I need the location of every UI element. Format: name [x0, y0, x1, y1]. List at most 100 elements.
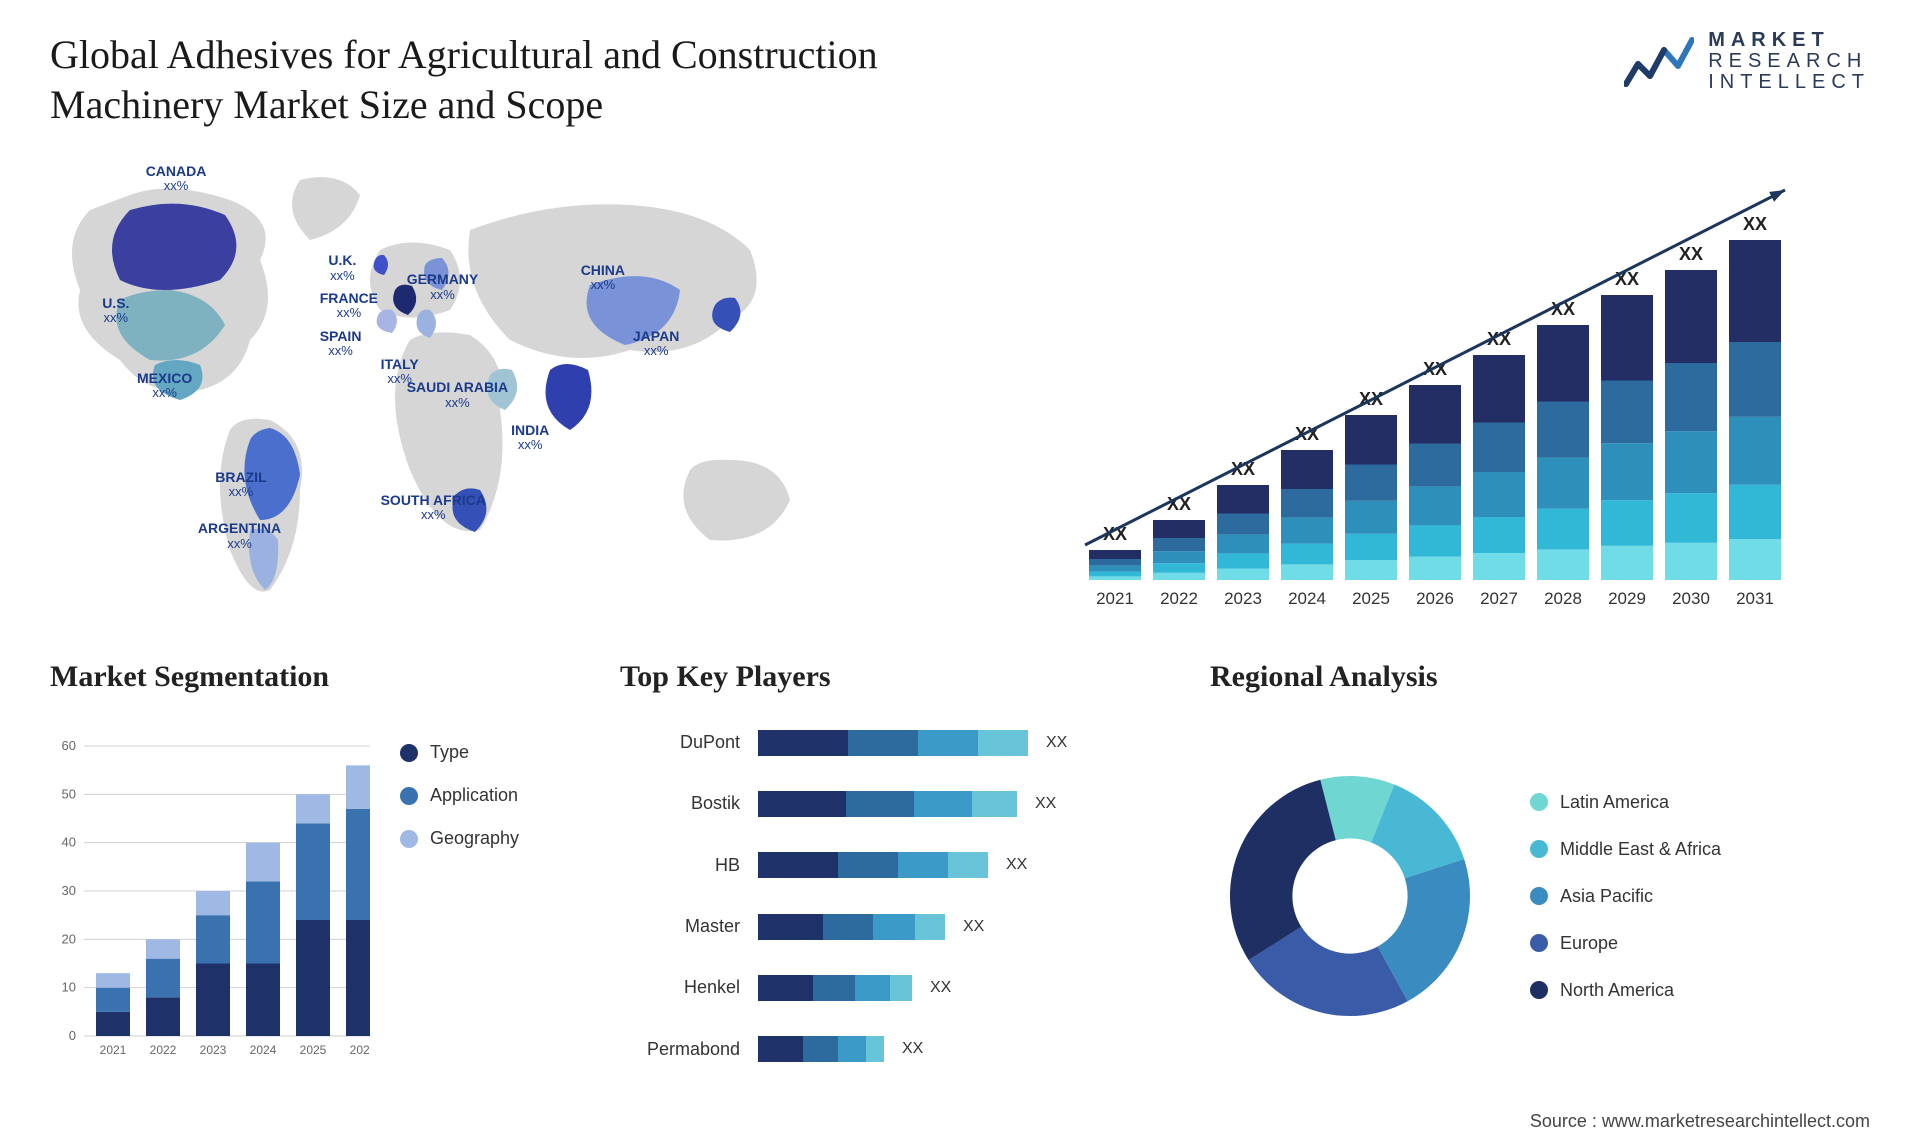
source-credit: Source : www.marketresearchintellect.com [1530, 1111, 1870, 1132]
svg-text:2031: 2031 [1736, 589, 1774, 608]
svg-text:XX: XX [1743, 214, 1767, 234]
svg-text:2021: 2021 [1096, 589, 1134, 608]
legend-label: Geography [430, 828, 519, 849]
map-label: SOUTH AFRICAxx% [381, 493, 486, 523]
segmentation-panel: Market Segmentation 01020304050602021202… [50, 660, 570, 1080]
segmentation-legend: Type Application Geography [400, 712, 570, 1080]
top-row: CANADAxx%U.S.xx%MEXICOxx%U.K.xx%FRANCExx… [50, 150, 1870, 620]
map-label: SAUDI ARABIAxx% [407, 380, 508, 410]
svg-text:2028: 2028 [1544, 589, 1582, 608]
map-label: CHINAxx% [581, 263, 625, 293]
player-name: Henkel [620, 977, 740, 998]
legend-item: Application [400, 785, 570, 806]
legend-item: Type [400, 742, 570, 763]
player-bar [758, 1036, 884, 1062]
regional-title: Regional Analysis [1210, 660, 1870, 694]
regional-donut [1210, 756, 1490, 1036]
player-bar [758, 791, 1017, 817]
svg-text:2030: 2030 [1672, 589, 1710, 608]
svg-text:2025: 2025 [1352, 589, 1390, 608]
player-name: DuPont [620, 732, 740, 753]
player-bar [758, 730, 1028, 756]
legend-label: Asia Pacific [1560, 886, 1653, 907]
player-value: XX [930, 979, 951, 997]
player-bar [758, 852, 988, 878]
player-value: XX [1006, 856, 1027, 874]
svg-text:60: 60 [62, 738, 76, 753]
map-label: U.K.xx% [328, 253, 356, 283]
legend-item: Geography [400, 828, 570, 849]
svg-text:0: 0 [69, 1028, 76, 1043]
key-players-body: DuPont XX Bostik XX HB XX Master XX Henkel XX Perm… [620, 712, 1160, 1080]
legend-label: Europe [1560, 933, 1618, 954]
legend-label: Middle East & Africa [1560, 839, 1721, 860]
player-bar [758, 975, 912, 1001]
logo-line-3: INTELLECT [1708, 72, 1870, 93]
legend-item: Middle East & Africa [1530, 839, 1870, 860]
svg-text:2027: 2027 [1480, 589, 1518, 608]
brand-logo: MARKET RESEARCH INTELLECT [1624, 30, 1870, 93]
svg-text:20: 20 [62, 931, 76, 946]
player-name: Master [620, 916, 740, 937]
svg-text:XX: XX [1679, 244, 1703, 264]
player-row: DuPont XX [620, 730, 1150, 756]
player-row: Henkel XX [620, 975, 1150, 1001]
regional-panel: Regional Analysis Latin America Middle Ea… [1210, 660, 1870, 1080]
legend-label: Application [430, 785, 518, 806]
svg-text:2023: 2023 [200, 1043, 227, 1057]
svg-text:2024: 2024 [1288, 589, 1326, 608]
page-title: Global Adhesives for Agricultural and Co… [50, 30, 1000, 130]
key-players-title: Top Key Players [620, 660, 1160, 694]
svg-text:2026: 2026 [350, 1043, 370, 1057]
player-value: XX [1035, 795, 1056, 813]
map-label: MEXICOxx% [137, 371, 192, 401]
player-name: HB [620, 855, 740, 876]
legend-item: Latin America [1530, 792, 1870, 813]
page-header: Global Adhesives for Agricultural and Co… [50, 30, 1870, 130]
legend-item: North America [1530, 980, 1870, 1001]
legend-item: Europe [1530, 933, 1870, 954]
svg-text:40: 40 [62, 835, 76, 850]
svg-text:2021: 2021 [100, 1043, 127, 1057]
bottom-row: Market Segmentation 01020304050602021202… [50, 660, 1870, 1080]
map-label: CANADAxx% [146, 164, 207, 194]
svg-text:50: 50 [62, 786, 76, 801]
svg-text:XX: XX [1615, 269, 1639, 289]
player-row: HB XX [620, 852, 1150, 878]
player-row: Bostik XX [620, 791, 1150, 817]
map-label: U.S.xx% [102, 296, 129, 326]
player-value: XX [1046, 734, 1067, 752]
map-label: GERMANYxx% [407, 272, 479, 302]
segmentation-chart: 0 10 20 30 40 50 60 2021 2022 2023 2024 2025 2026 [50, 712, 370, 1080]
svg-text:10: 10 [62, 980, 76, 995]
svg-text:2022: 2022 [150, 1043, 177, 1057]
key-players-panel: Top Key Players DuPontXXBostikXXHBXXMast… [620, 660, 1160, 1080]
svg-text:2029: 2029 [1608, 589, 1646, 608]
growth-bar-chart: XX2021XX2022XX2023XX2024XX2025XX2026XX20… [980, 150, 1870, 620]
legend-label: Type [430, 742, 469, 763]
map-label: SPAINxx% [320, 329, 362, 359]
map-label: BRAZILxx% [215, 470, 266, 500]
svg-text:2024: 2024 [250, 1043, 277, 1057]
player-value: XX [902, 1040, 923, 1058]
svg-text:2026: 2026 [1416, 589, 1454, 608]
svg-text:30: 30 [62, 883, 76, 898]
player-value: XX [963, 918, 984, 936]
world-map-panel: CANADAxx%U.S.xx%MEXICOxx%U.K.xx%FRANCExx… [50, 150, 920, 620]
logo-icon [1624, 34, 1694, 90]
legend-label: North America [1560, 980, 1674, 1001]
legend-label: Latin America [1560, 792, 1669, 813]
logo-line-2: RESEARCH [1708, 51, 1870, 72]
map-label: JAPANxx% [633, 329, 679, 359]
svg-text:2025: 2025 [300, 1043, 327, 1057]
player-row: Master XX [620, 914, 1150, 940]
regional-legend: Latin America Middle East & Africa Asia Pa… [1530, 792, 1870, 1001]
legend-item: Asia Pacific [1530, 886, 1870, 907]
player-name: Permabond [620, 1039, 740, 1060]
map-label: ARGENTINAxx% [198, 521, 281, 551]
logo-line-1: MARKET [1708, 30, 1870, 51]
svg-text:2023: 2023 [1224, 589, 1262, 608]
player-name: Bostik [620, 793, 740, 814]
map-label: INDIAxx% [511, 423, 549, 453]
player-bar [758, 914, 945, 940]
